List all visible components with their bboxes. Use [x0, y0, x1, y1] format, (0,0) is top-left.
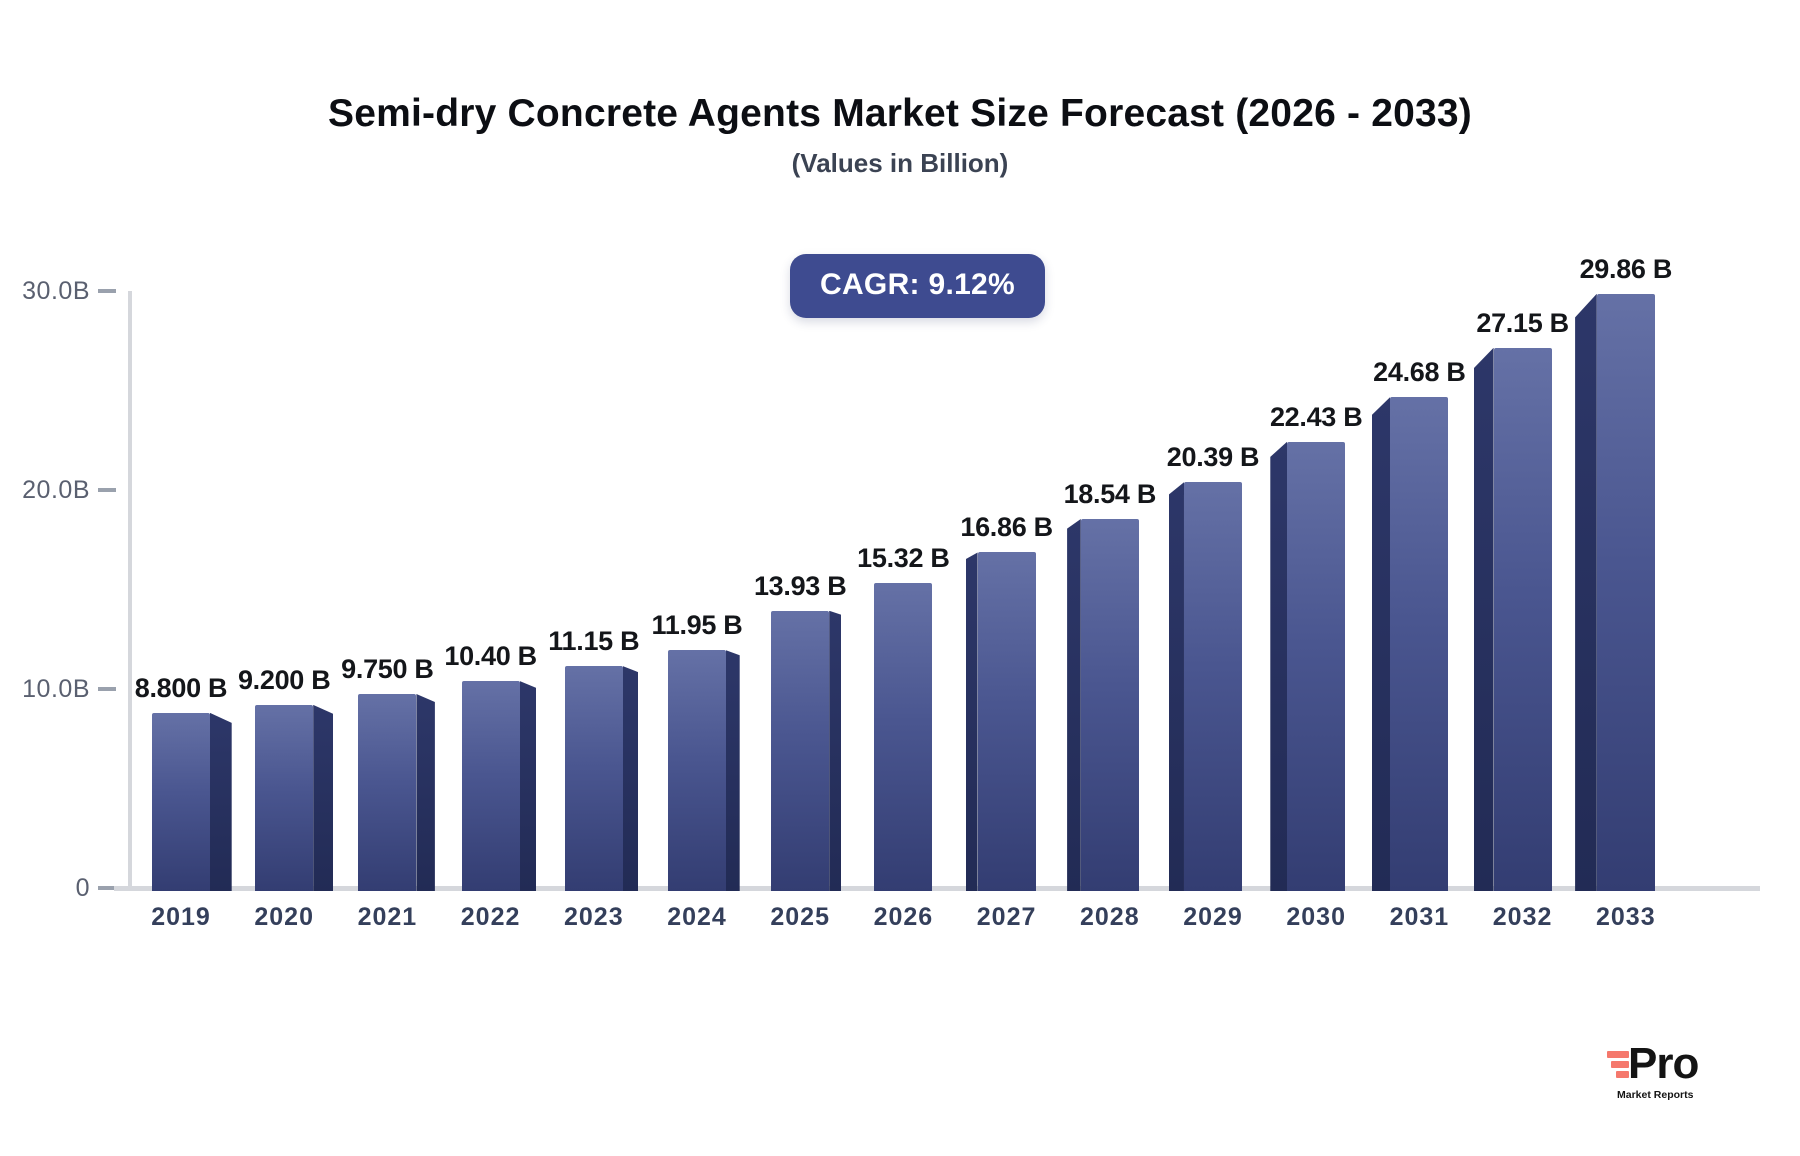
bar-2022 — [461, 681, 520, 891]
bar-value-label: 24.68 B — [1373, 356, 1466, 387]
bar-2032 — [1493, 347, 1552, 891]
y-axis-tick-label: 20.0B — [22, 476, 90, 504]
logo-bar — [1616, 1071, 1629, 1078]
bar-value-label: 18.54 B — [1063, 479, 1157, 510]
y-axis-tick — [98, 289, 116, 293]
cagr-badge: CAGR: 9.12% — [790, 254, 1046, 318]
bar-2021 — [358, 693, 417, 891]
bar-value-label: 29.86 B — [1579, 253, 1673, 284]
bar-side-face — [519, 681, 537, 891]
bar-value-label: 8.800 B — [134, 672, 228, 703]
y-axis-tick — [98, 886, 116, 890]
x-axis-label: 2028 — [1079, 903, 1140, 931]
x-axis-label: 2022 — [460, 903, 521, 931]
bar-value-label: 11.15 B — [548, 626, 640, 657]
bar-value-label: 15.32 B — [857, 543, 950, 574]
bar-2030 — [1287, 441, 1346, 891]
bar-side-face — [416, 693, 435, 891]
logo-bar — [1607, 1051, 1629, 1058]
y-axis-tick-label: 30.0B — [22, 277, 90, 305]
x-axis-label: 2030 — [1286, 903, 1346, 931]
x-axis-label: 2027 — [976, 903, 1037, 931]
bar-2024 — [668, 650, 726, 891]
logo-bar — [1611, 1061, 1629, 1068]
bar-side-face — [1473, 347, 1494, 891]
bar-2019 — [152, 712, 210, 891]
bar-side-face — [1371, 396, 1391, 891]
bar-value-label: 20.39 B — [1166, 442, 1260, 473]
bar-2025 — [771, 610, 830, 891]
bar-value-label: 11.95 B — [651, 610, 743, 641]
chart-title: Semi-dry Concrete Agents Market Size For… — [328, 92, 1472, 135]
bar-side-face — [726, 650, 740, 891]
bar-side-face — [829, 610, 842, 891]
x-axis-label: 2020 — [254, 903, 314, 931]
x-axis-label: 2029 — [1183, 903, 1243, 931]
y-axis-tick-label: 0 — [75, 874, 90, 902]
bar-side-face — [1067, 519, 1081, 891]
x-axis-label: 2019 — [151, 903, 211, 931]
x-axis-label: 2033 — [1595, 903, 1656, 931]
bar-value-label: 13.93 B — [753, 570, 847, 601]
logo-text: Pro — [1628, 1039, 1699, 1088]
bar-side-face — [313, 704, 334, 891]
bar-value-label: 27.15 B — [1476, 307, 1569, 338]
x-axis-label: 2023 — [563, 903, 624, 931]
logo-subtext: Market Reports — [1617, 1089, 1694, 1101]
bar-2029 — [1184, 482, 1242, 891]
chart-subtitle: (Values in Billion) — [791, 148, 1009, 178]
bar-2031 — [1390, 396, 1449, 891]
bar-2020 — [255, 704, 314, 891]
x-axis-label: 2024 — [667, 903, 727, 931]
x-axis-label: 2026 — [873, 903, 934, 931]
bar-side-face — [622, 666, 639, 891]
y-axis-line — [128, 291, 132, 891]
y-axis-tick — [98, 687, 116, 691]
bar-side-face — [210, 712, 232, 891]
bar-2028 — [1080, 519, 1139, 891]
cagr-label: CAGR: 9.12% — [820, 268, 1016, 301]
bar-side-face — [965, 552, 978, 891]
x-axis-label: 2021 — [357, 903, 418, 931]
bar-2023 — [564, 666, 623, 891]
bar-value-label: 9.750 B — [341, 653, 434, 684]
x-axis-line — [114, 886, 1760, 891]
bar-2026 — [874, 583, 933, 891]
x-axis-label: 2031 — [1389, 903, 1450, 931]
bar-side-face — [1270, 441, 1288, 891]
y-axis-tick — [98, 488, 116, 492]
x-axis-label: 2032 — [1492, 903, 1553, 931]
bar-side-face — [1168, 482, 1184, 891]
bar-value-label: 16.86 B — [960, 512, 1053, 543]
bar-side-face — [1575, 293, 1597, 891]
bar-value-label: 9.200 B — [237, 664, 331, 695]
y-axis-tick-label: 10.0B — [22, 675, 90, 703]
x-axis-label: 2025 — [770, 903, 830, 931]
bar-value-label: 10.40 B — [444, 641, 537, 672]
logo-bars-icon — [1607, 1051, 1629, 1078]
bar-2033 — [1596, 293, 1655, 891]
brand-logo: Pro Market Reports — [1607, 1042, 1727, 1112]
bar-2027 — [977, 552, 1036, 891]
bar-value-label: 22.43 B — [1269, 401, 1363, 432]
